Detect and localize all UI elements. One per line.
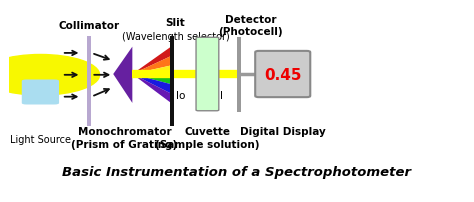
Polygon shape xyxy=(132,75,171,94)
FancyBboxPatch shape xyxy=(255,52,310,98)
Text: (Wavelength selector): (Wavelength selector) xyxy=(122,32,229,42)
Text: Io: Io xyxy=(176,91,185,101)
Text: Basic Instrumentation of a Spectrophotometer: Basic Instrumentation of a Spectrophotom… xyxy=(63,165,411,178)
Bar xyxy=(237,38,241,113)
Text: l: l xyxy=(219,91,223,101)
FancyBboxPatch shape xyxy=(196,38,219,111)
Bar xyxy=(170,37,174,127)
Text: Light Source: Light Source xyxy=(10,134,71,144)
Bar xyxy=(87,37,91,127)
Text: Monochromator
(Prism of Grating): Monochromator (Prism of Grating) xyxy=(72,126,178,149)
Polygon shape xyxy=(132,75,171,85)
Polygon shape xyxy=(113,47,132,103)
FancyBboxPatch shape xyxy=(22,80,59,105)
Polygon shape xyxy=(132,47,171,75)
Polygon shape xyxy=(132,66,171,75)
Ellipse shape xyxy=(0,55,100,96)
Text: Cuvette
(Sample solution): Cuvette (Sample solution) xyxy=(155,126,260,149)
Polygon shape xyxy=(132,57,171,75)
Text: 0.45: 0.45 xyxy=(264,67,301,82)
Text: Digital Display: Digital Display xyxy=(240,126,325,136)
Text: Slit: Slit xyxy=(166,18,185,27)
Text: Detector
(Photocell): Detector (Photocell) xyxy=(219,15,283,37)
Text: Collimator: Collimator xyxy=(59,21,119,31)
Polygon shape xyxy=(132,75,171,103)
